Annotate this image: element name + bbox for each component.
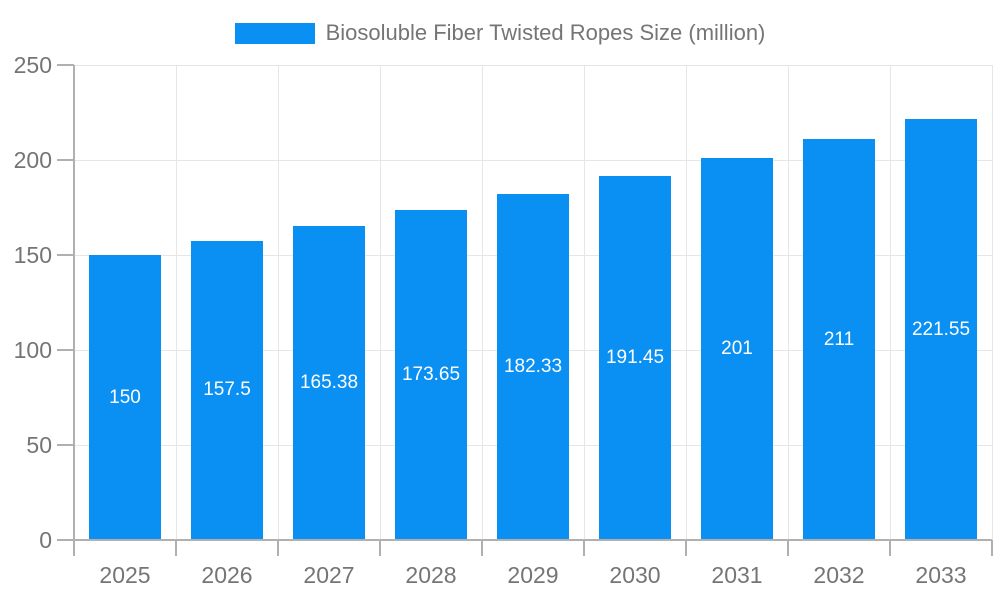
x-tick-mark (583, 540, 585, 556)
bar[interactable] (599, 176, 671, 540)
x-gridline (277, 65, 279, 540)
bar[interactable] (395, 210, 467, 540)
x-tick-label: 2030 (609, 562, 661, 588)
y-tick-label: 150 (13, 242, 52, 268)
x-tick-mark (685, 540, 687, 556)
y-gridline (74, 64, 992, 66)
x-tick-label: 2027 (303, 562, 355, 588)
x-tick-mark (991, 540, 993, 556)
x-gridline (889, 65, 891, 540)
x-gridline (991, 65, 993, 540)
y-tick-label: 250 (13, 52, 52, 78)
bar[interactable] (701, 158, 773, 540)
bar-value-label: 191.45 (605, 347, 665, 369)
y-tick-label: 100 (13, 337, 52, 363)
x-gridline (379, 65, 381, 540)
bar[interactable] (905, 119, 977, 540)
bar[interactable] (293, 225, 365, 540)
x-axis-line (74, 539, 992, 541)
x-tick-label: 2031 (711, 562, 763, 588)
x-tick-mark (787, 540, 789, 556)
y-tick-label: 50 (26, 432, 52, 458)
x-tick-label: 2033 (915, 562, 967, 588)
y-tick-label: 200 (13, 147, 52, 173)
x-tick-mark (481, 540, 483, 556)
x-gridline (175, 65, 177, 540)
x-tick-mark (175, 540, 177, 556)
x-gridline (481, 65, 483, 540)
y-gridline (74, 159, 992, 161)
bar-value-label: 201 (721, 338, 753, 360)
x-gridline (787, 65, 789, 540)
bar[interactable] (89, 255, 161, 540)
x-tick-mark (889, 540, 891, 556)
bar[interactable] (497, 193, 569, 540)
y-tick-label: 0 (39, 527, 52, 553)
bar-value-label: 182.33 (503, 355, 563, 377)
y-tick-mark (57, 64, 74, 66)
bar-value-label: 165.38 (299, 371, 359, 393)
x-tick-label: 2028 (405, 562, 457, 588)
x-gridline (685, 65, 687, 540)
x-tick-mark (379, 540, 381, 556)
bar[interactable] (191, 240, 263, 540)
legend-swatch (234, 22, 315, 44)
x-tick-label: 2029 (507, 562, 559, 588)
y-tick-mark (57, 254, 74, 256)
y-tick-mark (57, 444, 74, 446)
y-tick-mark (57, 539, 74, 541)
legend-label: Biosoluble Fiber Twisted Ropes Size (mil… (325, 20, 766, 45)
x-gridline (583, 65, 585, 540)
bar-value-label: 150 (109, 386, 141, 408)
x-tick-label: 2032 (813, 562, 865, 588)
x-tick-label: 2025 (99, 562, 151, 588)
x-tick-mark (277, 540, 279, 556)
bar-value-label: 221.55 (911, 318, 971, 340)
y-tick-mark (57, 159, 74, 161)
bar[interactable] (803, 139, 875, 540)
y-axis-line (73, 65, 75, 556)
x-tick-label: 2026 (201, 562, 253, 588)
bar-value-label: 211 (823, 328, 855, 350)
bar-value-label: 173.65 (401, 364, 461, 386)
bar-value-label: 157.5 (203, 379, 251, 401)
legend[interactable]: Biosoluble Fiber Twisted Ropes Size (mil… (0, 20, 1000, 45)
y-tick-mark (57, 349, 74, 351)
